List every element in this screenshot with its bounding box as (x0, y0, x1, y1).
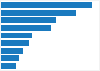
Bar (1, 63, 16, 69)
Bar (1, 10, 76, 16)
Bar (1, 2, 92, 8)
Bar (1, 25, 51, 31)
Bar (1, 17, 56, 23)
Bar (1, 33, 32, 38)
Bar (1, 55, 19, 61)
Bar (1, 48, 23, 54)
Bar (1, 40, 29, 46)
